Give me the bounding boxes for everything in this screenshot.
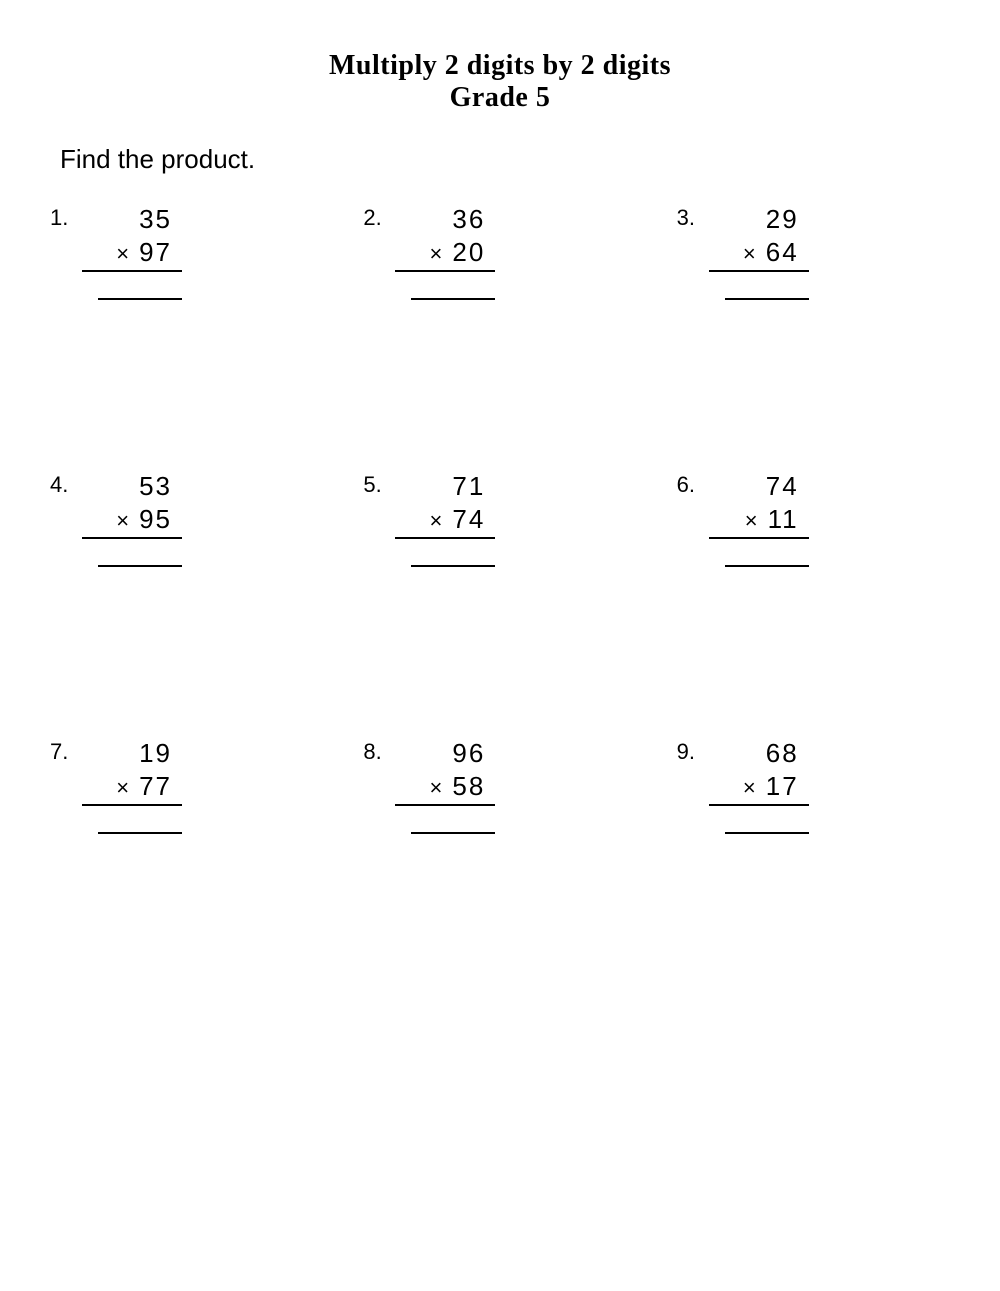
multiplier: 77: [139, 770, 172, 803]
multiplier-row: × 58: [395, 770, 495, 807]
multiplier-row: × 97: [82, 236, 182, 273]
multiplier: 17: [766, 770, 799, 803]
multiplier-row: × 64: [709, 236, 809, 273]
multiply-icon: ×: [743, 240, 756, 268]
problem: 4. 53 × 95: [50, 470, 323, 567]
problem-number: 8.: [363, 739, 381, 765]
multiply-icon: ×: [116, 774, 129, 802]
multiplier: 95: [139, 503, 172, 536]
multiplication-stack: 74 × 11: [709, 470, 809, 567]
problem-grid: 1. 35 × 97 2. 36 × 20 3. 29 × 64: [50, 203, 950, 834]
multiplicand: 36: [395, 203, 495, 236]
multiplication-stack: 35 × 97: [82, 203, 182, 300]
multiplier-row: × 17: [709, 770, 809, 807]
multiplicand: 74: [709, 470, 809, 503]
multiply-icon: ×: [430, 240, 443, 268]
problem: 2. 36 × 20: [363, 203, 636, 300]
multiplier: 97: [139, 236, 172, 269]
answer-rule: [98, 298, 182, 300]
problem-number: 4.: [50, 472, 68, 498]
answer-rule: [411, 832, 495, 834]
problem: 5. 71 × 74: [363, 470, 636, 567]
multiplicand: 96: [395, 737, 495, 770]
problem-number: 5.: [363, 472, 381, 498]
multiplicand: 19: [82, 737, 182, 770]
multiplier: 20: [452, 236, 485, 269]
problem: 1. 35 × 97: [50, 203, 323, 300]
multiply-icon: ×: [430, 774, 443, 802]
multiplication-stack: 53 × 95: [82, 470, 182, 567]
worksheet-title: Multiply 2 digits by 2 digits: [50, 50, 950, 82]
multiplication-stack: 71 × 74: [395, 470, 495, 567]
multiplier: 74: [452, 503, 485, 536]
worksheet-subtitle: Grade 5: [50, 82, 950, 114]
multiplication-stack: 19 × 77: [82, 737, 182, 834]
multiplier-row: × 74: [395, 503, 495, 540]
answer-rule: [98, 832, 182, 834]
instruction-text: Find the product.: [60, 144, 950, 175]
multiplier: 64: [766, 236, 799, 269]
multiplier: 11: [768, 503, 799, 536]
multiply-icon: ×: [116, 240, 129, 268]
problem-number: 2.: [363, 205, 381, 231]
multiplicand: 68: [709, 737, 809, 770]
answer-rule: [98, 565, 182, 567]
multiplier: 58: [452, 770, 485, 803]
problem: 6. 74 × 11: [677, 470, 950, 567]
multiplication-stack: 36 × 20: [395, 203, 495, 300]
multiplier-row: × 11: [709, 503, 809, 540]
multiply-icon: ×: [743, 774, 756, 802]
worksheet-header: Multiply 2 digits by 2 digits Grade 5: [50, 50, 950, 114]
problem: 8. 96 × 58: [363, 737, 636, 834]
multiplier-row: × 95: [82, 503, 182, 540]
problem-number: 7.: [50, 739, 68, 765]
problem: 9. 68 × 17: [677, 737, 950, 834]
multiplication-stack: 29 × 64: [709, 203, 809, 300]
multiply-icon: ×: [745, 507, 758, 535]
problem-number: 1.: [50, 205, 68, 231]
answer-rule: [725, 565, 809, 567]
multiplicand: 29: [709, 203, 809, 236]
problem-number: 6.: [677, 472, 695, 498]
answer-rule: [411, 298, 495, 300]
problem-number: 3.: [677, 205, 695, 231]
problem-number: 9.: [677, 739, 695, 765]
multiplicand: 35: [82, 203, 182, 236]
multiplication-stack: 68 × 17: [709, 737, 809, 834]
multiply-icon: ×: [430, 507, 443, 535]
answer-rule: [411, 565, 495, 567]
multiplicand: 53: [82, 470, 182, 503]
multiplication-stack: 96 × 58: [395, 737, 495, 834]
multiplier-row: × 77: [82, 770, 182, 807]
problem: 3. 29 × 64: [677, 203, 950, 300]
answer-rule: [725, 298, 809, 300]
answer-rule: [725, 832, 809, 834]
problem: 7. 19 × 77: [50, 737, 323, 834]
multiply-icon: ×: [116, 507, 129, 535]
multiplier-row: × 20: [395, 236, 495, 273]
multiplicand: 71: [395, 470, 495, 503]
